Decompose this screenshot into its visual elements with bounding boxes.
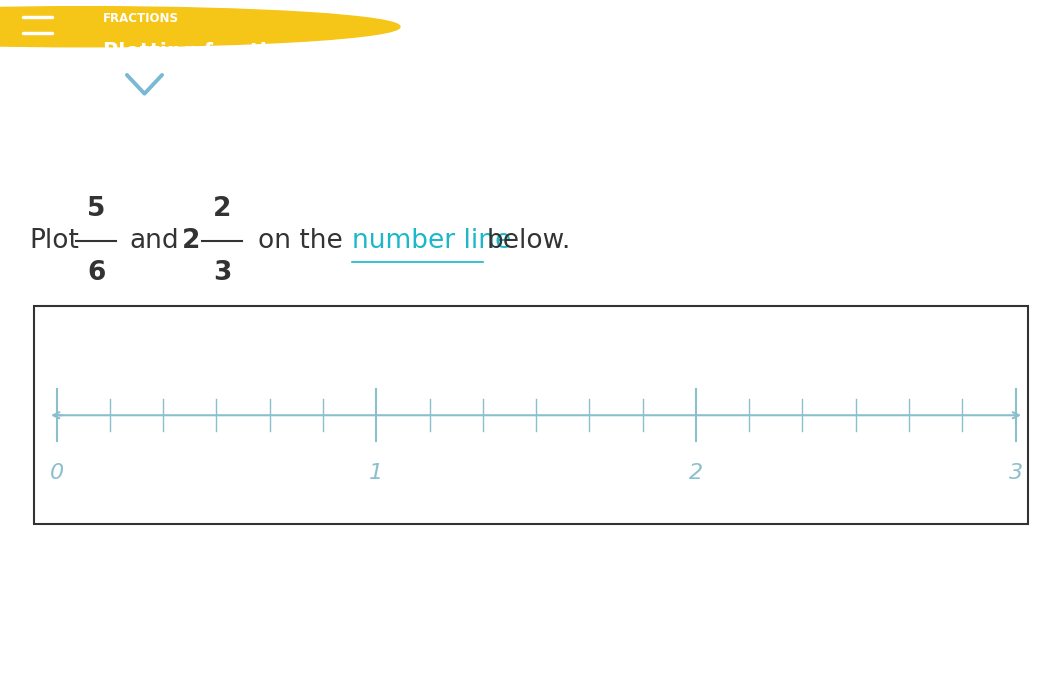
Text: 5: 5 <box>87 196 106 222</box>
Circle shape <box>0 7 400 47</box>
Text: number line: number line <box>352 228 511 254</box>
Text: 1: 1 <box>370 462 383 482</box>
Text: and: and <box>130 228 179 254</box>
Text: FRACTIONS: FRACTIONS <box>103 12 179 25</box>
Text: 3: 3 <box>213 260 231 287</box>
Text: Plotting fractions on a number line: Plotting fractions on a number line <box>103 42 515 62</box>
Text: 2: 2 <box>182 228 201 254</box>
Text: 2: 2 <box>213 196 231 222</box>
Bar <box>34 307 1028 524</box>
Text: on the: on the <box>258 228 342 254</box>
Text: 6: 6 <box>87 260 106 287</box>
Text: Plot: Plot <box>29 228 80 254</box>
Text: 3: 3 <box>1008 462 1023 482</box>
Text: 0: 0 <box>49 462 64 482</box>
Text: 2: 2 <box>689 462 703 482</box>
Text: below.: below. <box>487 228 572 254</box>
